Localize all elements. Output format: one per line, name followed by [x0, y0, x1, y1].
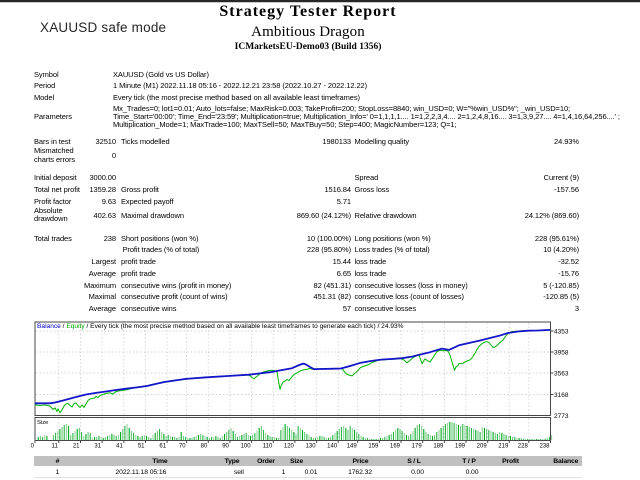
svg-text:2773: 2773	[554, 413, 569, 420]
svg-text:110: 110	[263, 444, 273, 450]
svg-text:3958: 3958	[554, 349, 569, 356]
svg-text:4353: 4353	[554, 328, 569, 335]
svg-text:3168: 3168	[554, 392, 569, 399]
svg-text:31: 31	[94, 444, 101, 450]
svg-text:41: 41	[116, 444, 123, 450]
svg-text:3563: 3563	[554, 370, 569, 377]
svg-text:61: 61	[159, 444, 166, 450]
svg-text:238: 238	[539, 444, 550, 450]
svg-text:159: 159	[368, 444, 379, 450]
svg-text:90: 90	[222, 444, 229, 450]
svg-text:179: 179	[412, 444, 423, 450]
svg-text:140: 140	[327, 444, 338, 450]
svg-text:120: 120	[284, 444, 295, 450]
svg-text:11: 11	[52, 444, 59, 450]
svg-text:130: 130	[306, 444, 317, 450]
svg-text:0: 0	[31, 444, 35, 450]
svg-text:189: 189	[433, 444, 444, 450]
svg-text:199: 199	[455, 444, 466, 450]
svg-text:100: 100	[241, 444, 252, 450]
svg-text:51: 51	[138, 444, 145, 450]
svg-text:209: 209	[477, 444, 488, 450]
svg-text:219: 219	[498, 444, 509, 450]
svg-text:70: 70	[179, 444, 186, 450]
svg-text:80: 80	[201, 444, 208, 450]
svg-text:149: 149	[347, 444, 358, 450]
svg-text:21: 21	[73, 444, 80, 450]
svg-text:169: 169	[390, 444, 401, 450]
svg-text:228: 228	[518, 444, 529, 450]
